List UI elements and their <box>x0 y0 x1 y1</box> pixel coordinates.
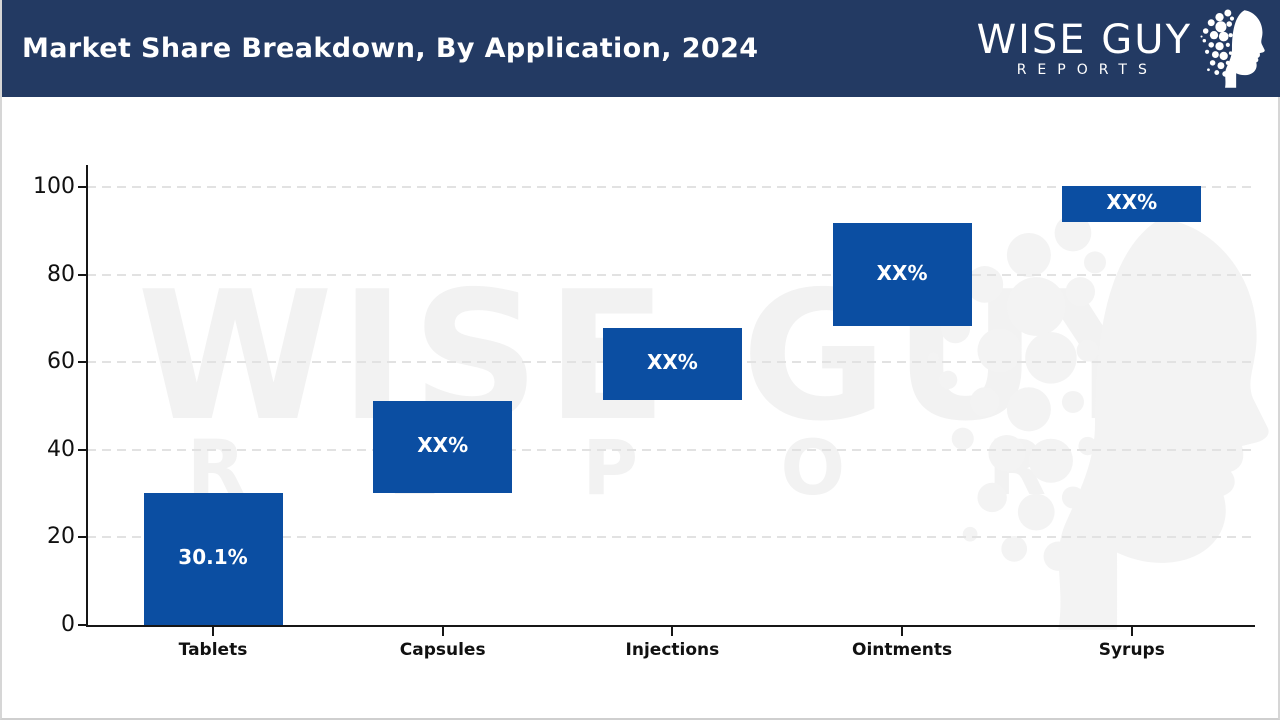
y-tick-mark <box>78 361 87 364</box>
bar-value-label: XX% <box>646 349 698 374</box>
y-tick-label: 80 <box>47 261 75 287</box>
y-tick-label: 60 <box>47 349 75 375</box>
y-tick-mark <box>78 624 87 626</box>
y-tick-label: 0 <box>61 612 75 637</box>
x-tick-mark <box>1130 627 1133 636</box>
chart-area: 0 20 40 60 80 100 30.1% Tablets XX% Capsules XX% In… <box>2 97 1280 720</box>
bar-value-label: XX% <box>1106 190 1158 215</box>
bar-value-label: XX% <box>876 260 928 285</box>
bar-capsules <box>373 401 513 494</box>
header-bar: Market Share Breakdown, By Application, … <box>2 0 1280 97</box>
bar-injections <box>602 327 742 400</box>
logo: WISE GUY REPORTS <box>977 7 1268 91</box>
y-tick-label: 100 <box>33 174 75 199</box>
gridline-100 <box>87 186 1255 188</box>
bar-ointments <box>832 222 972 327</box>
gridline-80 <box>87 273 1255 276</box>
logo-head-icon <box>1196 7 1268 91</box>
x-tick-label: Tablets <box>178 640 248 660</box>
page-title: Market Share Breakdown, By Application, … <box>22 33 759 64</box>
bar-tablets <box>143 493 283 625</box>
y-tick-label: 40 <box>47 436 75 462</box>
y-tick-mark <box>78 186 87 188</box>
bar-value-label: 30.1% <box>178 545 248 570</box>
x-tick-mark <box>671 627 674 636</box>
y-axis-line <box>86 165 88 626</box>
bar-syrups <box>1062 186 1202 223</box>
x-tick-mark <box>212 627 214 636</box>
x-tick-mark <box>441 627 444 636</box>
y-tick-mark <box>78 448 87 451</box>
y-tick-mark <box>78 273 87 276</box>
logo-wordmark-line1: WISE GUY <box>976 16 1192 63</box>
bar-value-label: XX% <box>417 433 469 458</box>
x-tick-mark <box>901 627 904 636</box>
logo-wordmark: WISE GUY REPORTS <box>977 20 1192 78</box>
x-tick-label: Ointments <box>852 640 953 660</box>
y-tick-label: 20 <box>47 524 75 550</box>
x-axis-line <box>86 625 1255 627</box>
gridline-20 <box>87 536 1255 539</box>
logo-wordmark-line2: REPORTS <box>1016 61 1158 78</box>
x-tick-label: Capsules <box>399 640 486 660</box>
x-tick-label: Injections <box>625 640 720 660</box>
y-tick-mark <box>78 536 87 539</box>
gridline-40 <box>87 448 1255 451</box>
x-tick-label: Syrups <box>1098 640 1165 660</box>
